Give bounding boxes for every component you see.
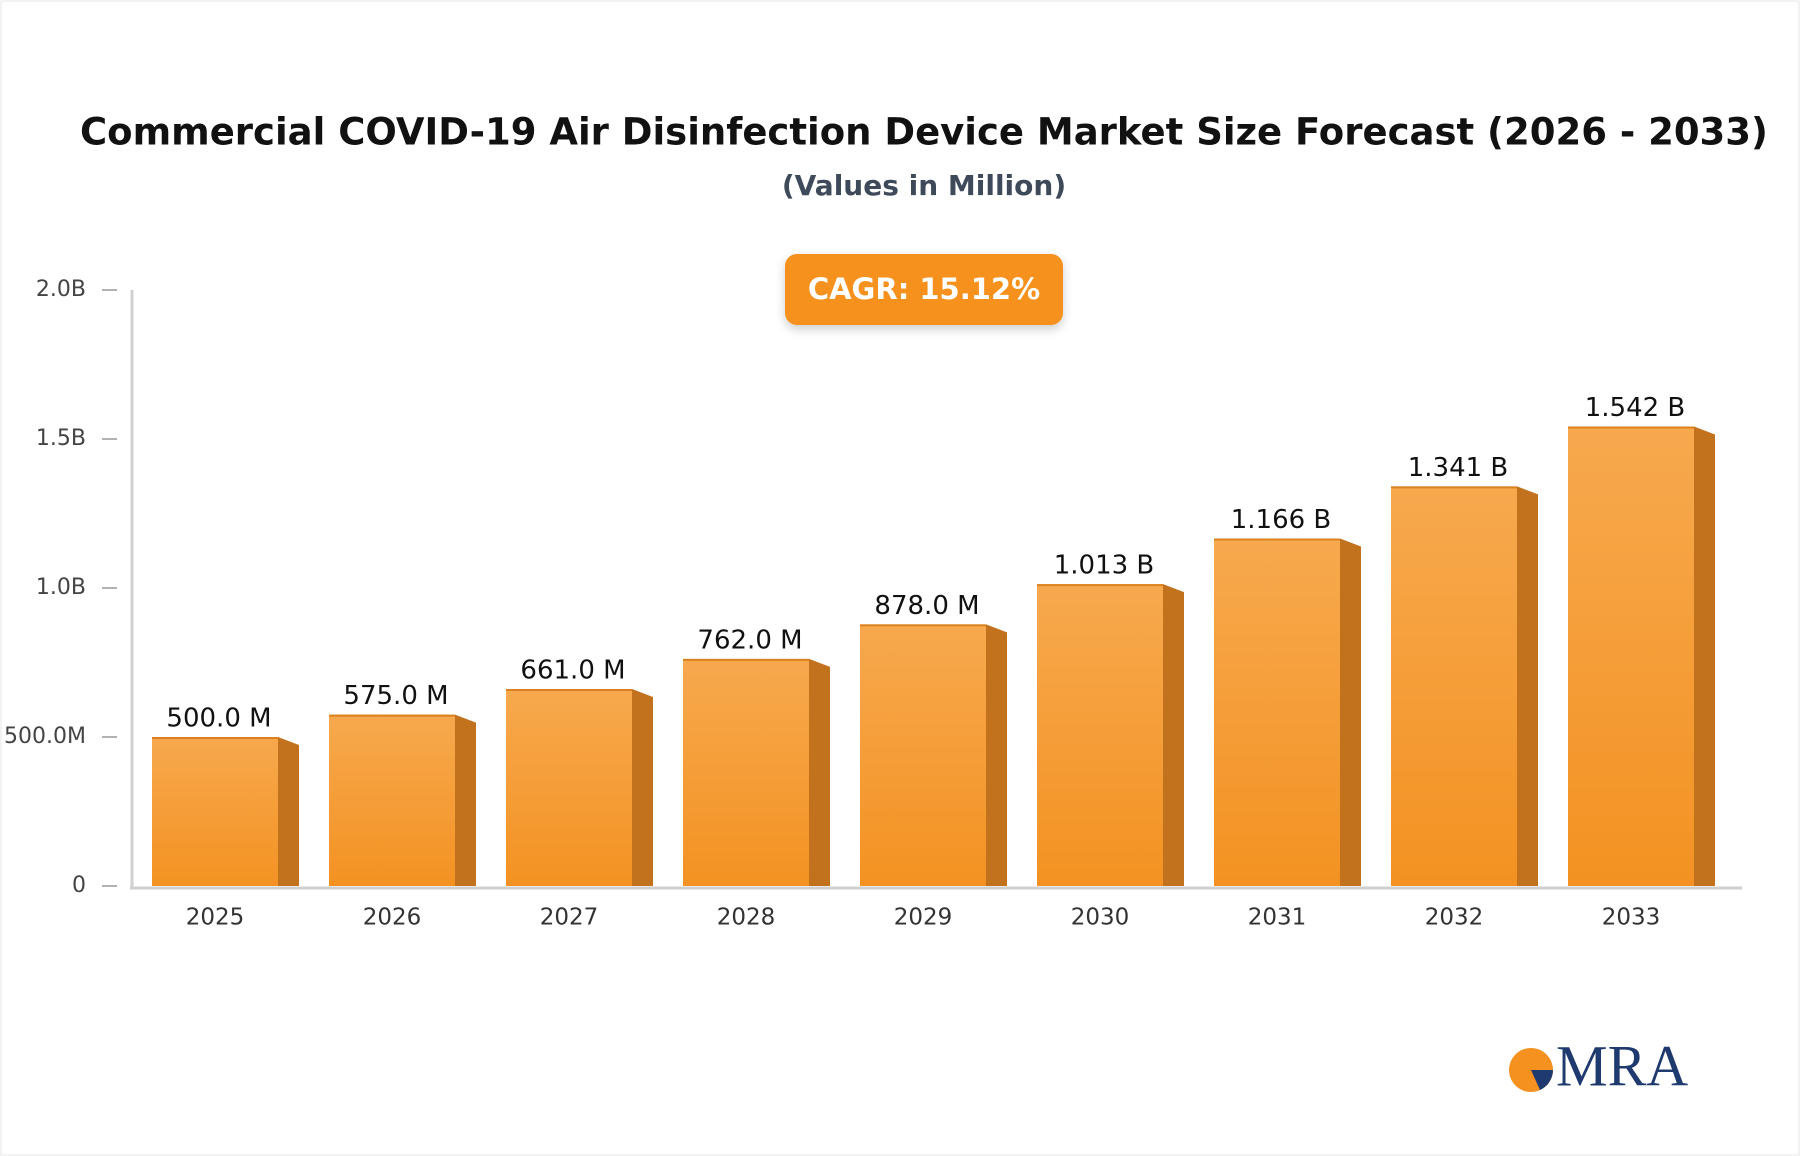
bar: [1037, 584, 1163, 886]
logo-slice: [1531, 1070, 1553, 1090]
x-tick-label: 2025: [186, 905, 245, 931]
bar-side: [1694, 426, 1715, 886]
y-tick-label: 0: [72, 873, 86, 898]
x-tick-label: 2033: [1602, 905, 1661, 931]
bar: [329, 714, 455, 886]
chart-title: Commercial COVID-19 Air Disinfection Dev…: [80, 111, 1768, 154]
chart-subtitle: (Values in Million): [782, 169, 1066, 202]
x-tick-label: 2032: [1425, 905, 1484, 931]
y-tick-label: 2.0B: [36, 277, 86, 302]
y-tick-label: 1.0B: [36, 575, 86, 600]
cagr-text: CAGR: 15.12%: [808, 272, 1040, 306]
bar: [1568, 426, 1694, 886]
bar-side: [809, 658, 830, 886]
y-tick-label: 500.0M: [4, 724, 86, 749]
bar-side: [1340, 538, 1361, 886]
logo-text: MRA: [1556, 1033, 1688, 1098]
logo: MRA: [1509, 1033, 1688, 1098]
x-tick-label: 2029: [894, 905, 953, 931]
bar-side: [1517, 486, 1538, 886]
x-tick-label: 2030: [1071, 905, 1130, 931]
bar: [1214, 538, 1340, 886]
x-tick-label: 2028: [717, 905, 776, 931]
value-label: 1.166 B: [1231, 505, 1332, 535]
value-label: 575.0 M: [343, 681, 448, 711]
value-label: 500.0 M: [166, 704, 271, 734]
x-tick-label: 2031: [1248, 905, 1307, 931]
x-tick-label: 2027: [540, 905, 599, 931]
x-tick-label: 2026: [363, 905, 422, 931]
y-tick-label: 1.5B: [36, 426, 86, 451]
bar: [152, 737, 278, 886]
bar-side: [455, 714, 476, 886]
bar-side: [632, 689, 653, 886]
bar-side: [278, 737, 299, 886]
cagr-badge: [785, 254, 1063, 325]
value-label: 878.0 M: [874, 591, 979, 621]
value-label: 1.542 B: [1585, 393, 1686, 423]
bar-side: [986, 624, 1007, 886]
value-label: 762.0 M: [697, 625, 802, 655]
value-label: 1.013 B: [1054, 551, 1155, 581]
bar-side: [1163, 584, 1184, 886]
bar: [1391, 486, 1517, 886]
value-label: 661.0 M: [520, 656, 625, 686]
bar: [506, 689, 632, 886]
value-label: 1.341 B: [1408, 453, 1509, 483]
bar: [683, 658, 809, 886]
bar: [860, 624, 986, 886]
